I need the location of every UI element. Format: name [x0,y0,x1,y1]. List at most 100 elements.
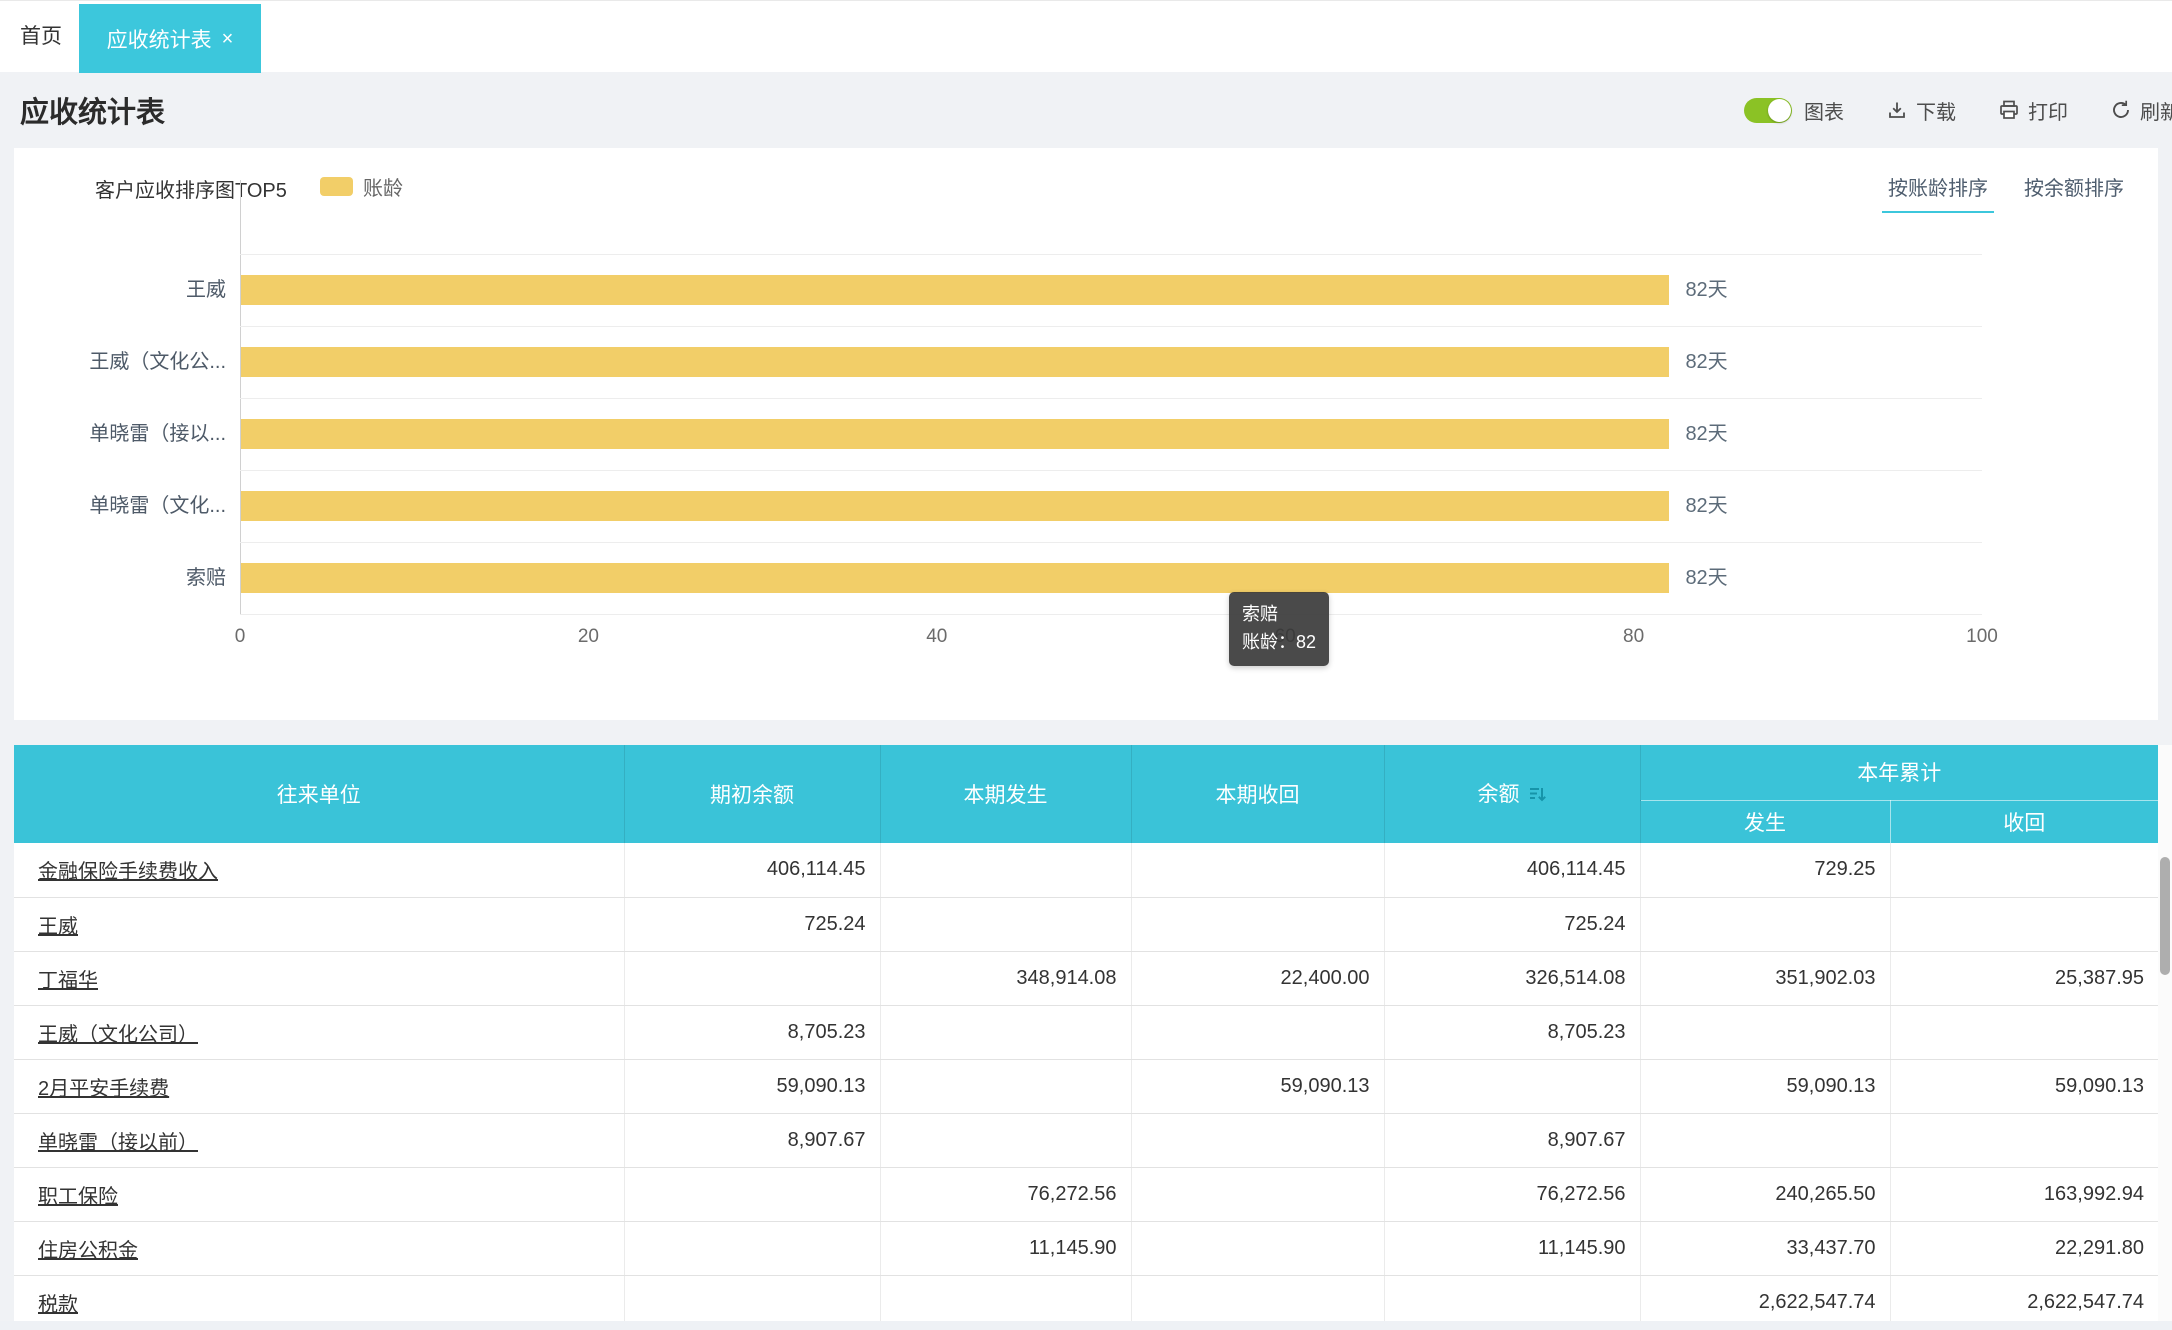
bar-segment[interactable] [241,275,1670,305]
bar-chart-plot: 王威 82天 王威（文化公... 82天 单晓雷（接以... 82天 单晓雷（文化... 82… [14,180,2158,647]
chart-toggle-switch[interactable] [1744,97,1792,123]
bar-category-label: 王威（文化公... [89,351,226,373]
partner-name-cell: 职工保险 [14,1167,625,1222]
amount-cell: 11,145.90 [880,1221,1132,1276]
amount-cell [880,1275,1132,1321]
amount-cell: 729.25 [1640,843,1891,898]
download-icon [1886,99,1908,121]
col-header-ytd-incurred[interactable]: 发生 [1640,800,1890,843]
x-axis-tick-label: 80 [1623,626,1645,647]
download-button[interactable]: 下载 [1886,96,1956,125]
partner-name-cell: 2月平安手续费 [14,1059,625,1114]
amount-cell [1384,1275,1641,1321]
table-row: 住房公积金 11,145.90 11,145.90 33,437.70 22,291.8… [14,1221,2158,1276]
grid-split-line [240,254,1982,255]
amount-cell: 348,914.08 [880,951,1132,1006]
bar-value-label: 82天 [1685,351,1728,373]
print-button[interactable]: 打印 [1998,96,2068,125]
bar-value-label: 82天 [1685,423,1728,445]
y-axis-line [240,180,241,614]
partner-link[interactable]: 王威 [38,915,78,938]
amount-cell [624,1167,881,1222]
x-axis-tick-label: 100 [1966,626,1998,647]
page-title: 应收统计表 [20,97,166,129]
tooltip-title: 索赔 [1242,604,1278,624]
col-header-opening-balance[interactable]: 期初余额 [624,745,881,843]
col-header-ytd-recovered[interactable]: 收回 [1889,800,2158,843]
amount-cell: 22,400.00 [1131,951,1385,1006]
chart-toggle-label: 图表 [1804,101,1844,124]
col-header-current-recovered[interactable]: 本期收回 [1131,745,1385,843]
sort-descending-icon[interactable] [1527,786,1547,809]
bar-value-label: 82天 [1685,495,1728,517]
partner-link[interactable]: 金融保险手续费收入 [38,861,218,884]
tab-home[interactable]: 首页 [20,25,62,48]
partner-name-cell: 丁福华 [14,951,625,1006]
refresh-button[interactable]: 刷新 [2110,96,2172,125]
amount-cell: 8,907.67 [624,1113,881,1168]
col-header-partner[interactable]: 往来单位 [14,745,625,843]
amount-cell: 240,265.50 [1640,1167,1891,1222]
partner-link[interactable]: 丁福华 [38,969,98,992]
partner-link[interactable]: 单晓雷（接以前） [38,1131,198,1154]
amount-cell [880,897,1132,952]
amount-cell [1890,843,2158,898]
partner-name-cell: 金融保险手续费收入 [14,843,625,898]
page-header: 应收统计表 图表 下载 打印 [0,72,2172,148]
amount-cell: 8,705.23 [624,1005,881,1060]
table-row: 金融保险手续费收入 406,114.45 406,114.45 729.25 [14,843,2158,898]
grid-split-line [240,542,1982,543]
legend-item-aging[interactable]: 账龄 [320,172,403,201]
partner-link[interactable]: 王威（文化公司） [38,1023,198,1046]
amount-cell: 59,090.13 [1890,1059,2158,1114]
amount-cell [1131,1275,1385,1321]
tab-close-icon[interactable]: × [221,27,234,50]
amount-cell [880,1005,1132,1060]
amount-cell: 59,090.13 [1640,1059,1891,1114]
bar-segment[interactable] [241,419,1670,449]
chart-header: 客户应收排序图TOP5 账龄 按账龄排序 按余额排序 [14,166,2158,213]
amount-cell: 22,291.80 [1890,1221,2158,1276]
table-row: 2月平安手续费 59,090.13 59,090.13 59,090.13 59,090… [14,1059,2158,1114]
amount-cell [1131,843,1385,898]
col-header-balance[interactable]: 余额 [1384,745,1641,843]
chart-tooltip: 索赔 账龄：82 [1229,592,1330,666]
amount-cell: 725.24 [624,897,881,952]
col-header-current-incurred[interactable]: 本期发生 [880,745,1132,843]
tab-receivable-stats[interactable]: 应收统计表 × [79,4,261,73]
amount-cell: 59,090.13 [1131,1059,1385,1114]
table-row: 单晓雷（接以前） 8,907.67 8,907.67 [14,1113,2158,1168]
partner-link[interactable]: 税款 [38,1293,78,1316]
grid-split-line [240,326,1982,327]
amount-cell [880,843,1132,898]
balance-header-label: 余额 [1477,783,1520,806]
x-axis-tick-label: 20 [577,626,599,647]
refresh-label: 刷新 [2140,101,2172,124]
amount-cell [1890,1005,2158,1060]
bar-category-label: 单晓雷（接以... [89,423,226,445]
scrollbar-thumb[interactable] [2160,857,2170,975]
amount-cell: 163,992.94 [1890,1167,2158,1222]
bar-segment[interactable] [241,347,1670,377]
receivable-table: 往来单位 期初余额 本期发生 本期收回 余额 本年累计 发生 收回 金融保险手续… [14,745,2158,1321]
amount-cell: 326,514.08 [1384,951,1641,1006]
toolbar: 图表 下载 打印 刷新 [1744,72,2172,148]
table-row: 丁福华 348,914.08 22,400.00 326,514.08 351,902.… [14,951,2158,1006]
partner-link[interactable]: 2月平安手续费 [38,1077,170,1100]
bar-segment[interactable] [241,491,1670,521]
sort-by-aging-tab[interactable]: 按账龄排序 [1882,172,1994,213]
partner-link[interactable]: 职工保险 [38,1185,118,1208]
bar-value-label: 82天 [1685,567,1728,589]
bar-segment[interactable] [241,563,1670,593]
partner-link[interactable]: 住房公积金 [38,1239,138,1262]
table-header: 往来单位 期初余额 本期发生 本期收回 余额 本年累计 发生 收回 [14,745,2158,843]
x-axis-tick-label: 0 [234,626,246,647]
amount-cell: 8,907.67 [1384,1113,1641,1168]
legend-label: 账龄 [363,178,403,200]
amount-cell [1131,1221,1385,1276]
amount-cell: 59,090.13 [624,1059,881,1114]
sort-by-balance-tab[interactable]: 按余额排序 [2024,178,2124,200]
table-row: 税款 2,622,547.74 2,622,547.74 [14,1275,2158,1321]
partner-name-cell: 税款 [14,1275,625,1321]
tab-bar: 首页 应收统计表 × [0,0,2172,73]
